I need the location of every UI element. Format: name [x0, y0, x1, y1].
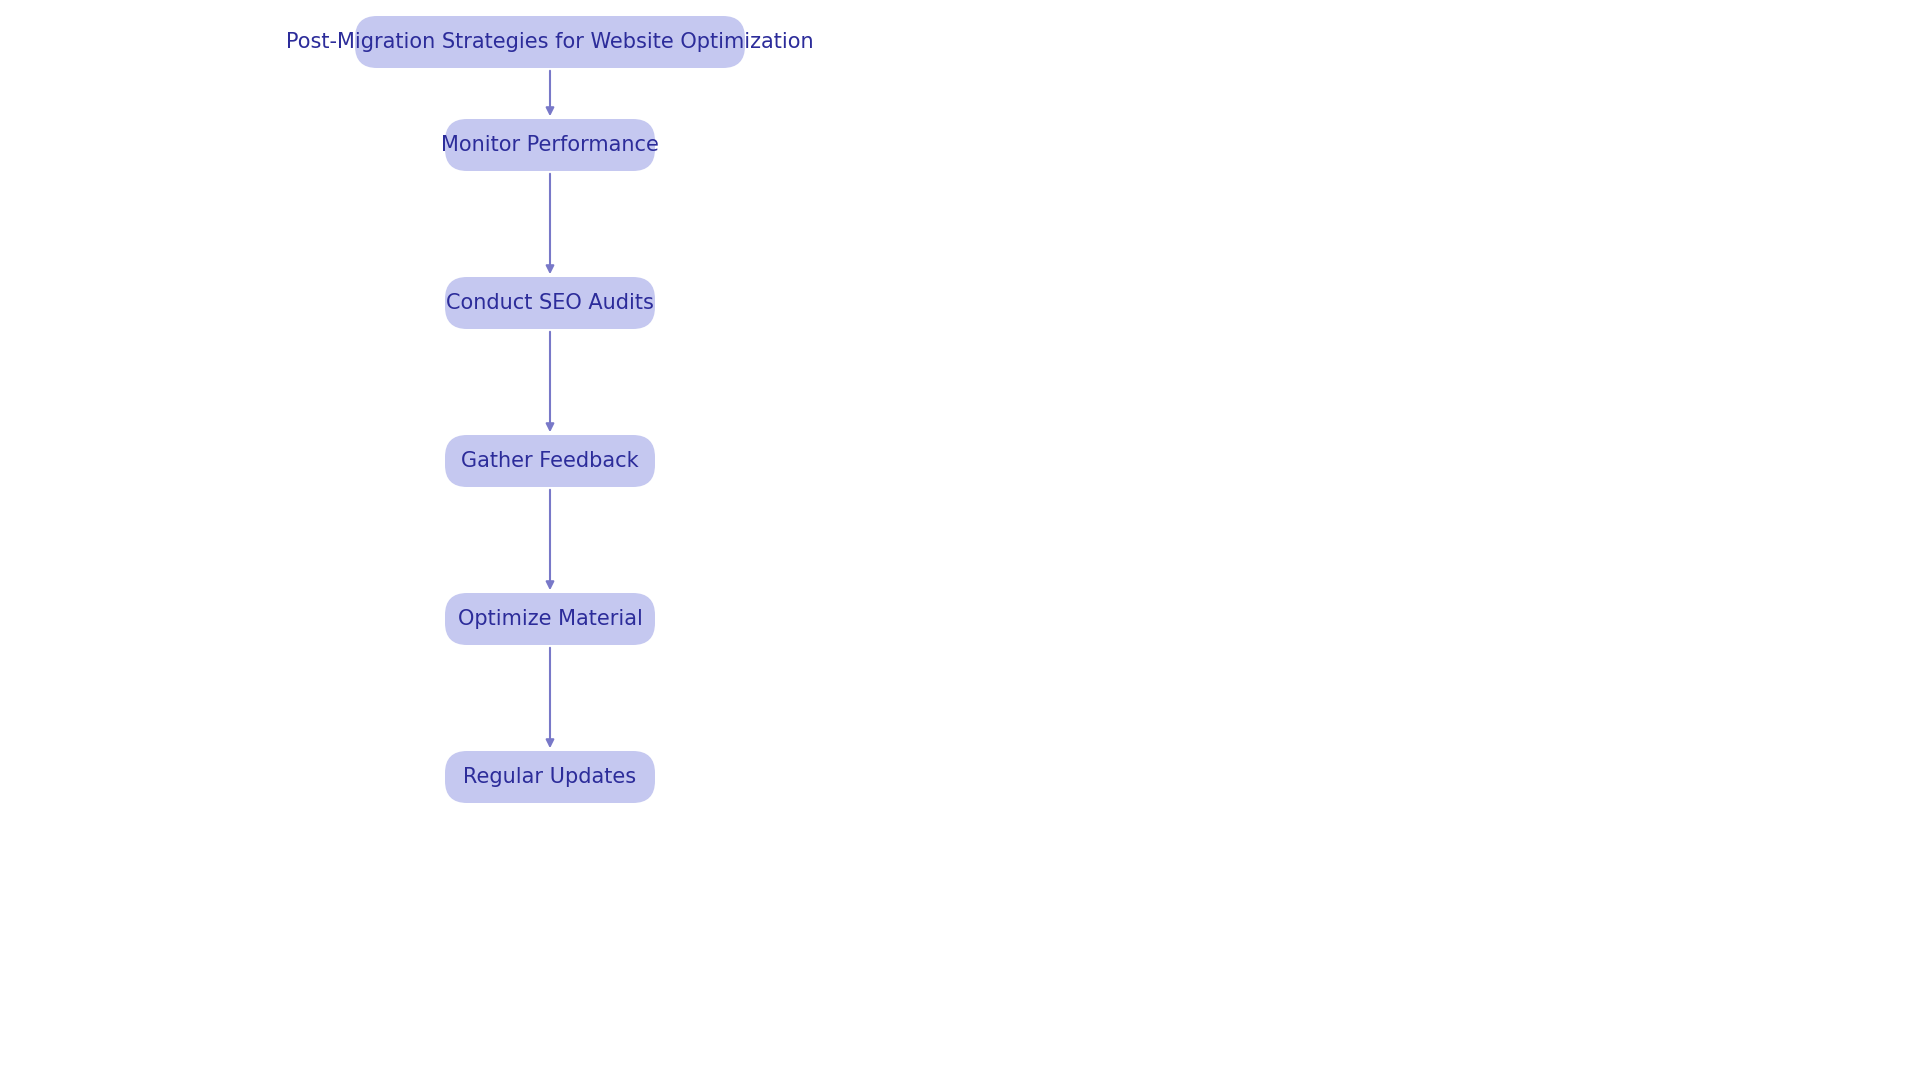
Text: Optimize Material: Optimize Material — [457, 609, 643, 629]
FancyBboxPatch shape — [445, 751, 655, 803]
FancyBboxPatch shape — [445, 593, 655, 645]
FancyBboxPatch shape — [355, 16, 745, 68]
FancyBboxPatch shape — [445, 277, 655, 329]
Text: Monitor Performance: Monitor Performance — [442, 135, 659, 155]
Text: Gather Feedback: Gather Feedback — [461, 451, 639, 471]
Text: Conduct SEO Audits: Conduct SEO Audits — [445, 293, 655, 313]
FancyBboxPatch shape — [445, 119, 655, 171]
FancyBboxPatch shape — [445, 435, 655, 487]
Text: Post-Migration Strategies for Website Optimization: Post-Migration Strategies for Website Op… — [286, 32, 814, 52]
Text: Regular Updates: Regular Updates — [463, 767, 637, 787]
